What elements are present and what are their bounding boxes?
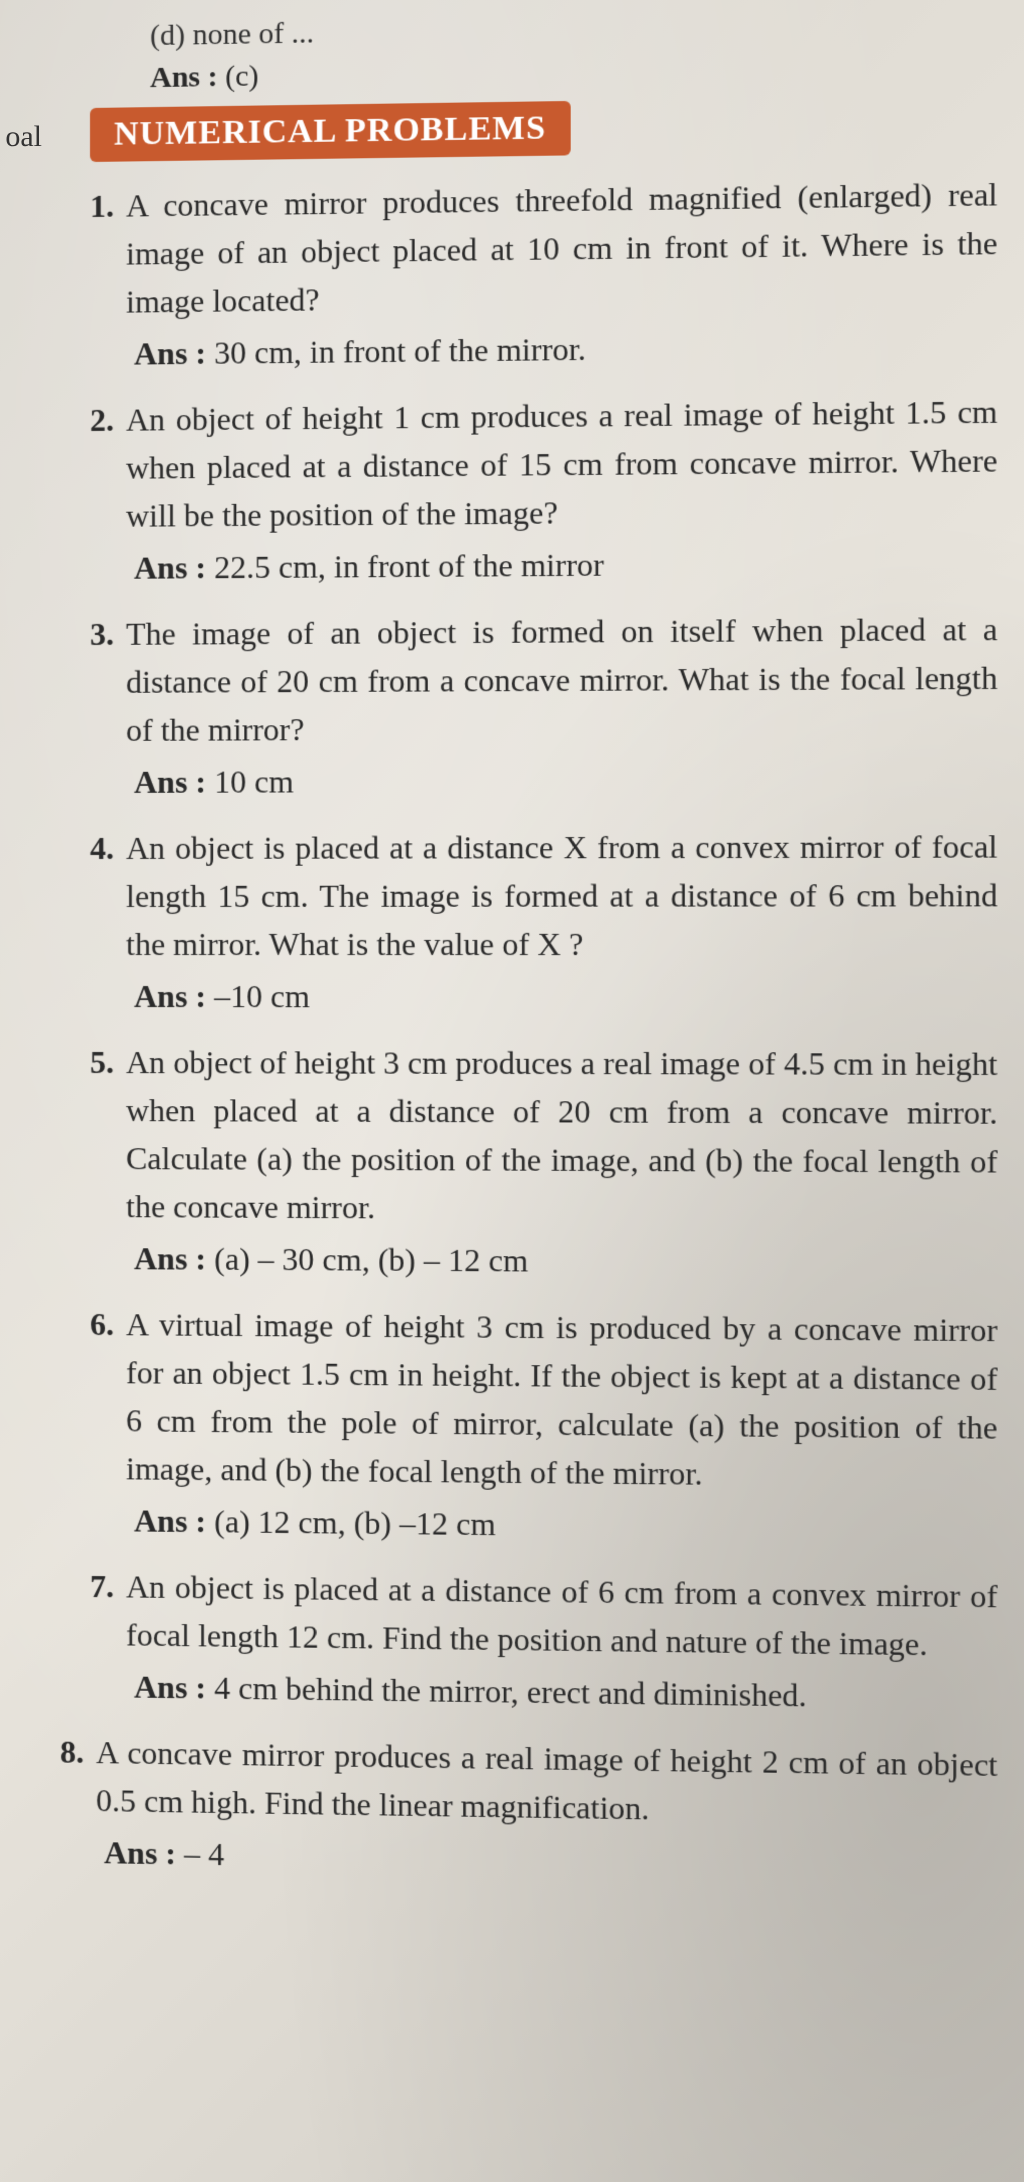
problem-2: 2. An object of height 1 cm produces a r… xyxy=(90,387,998,592)
problem-number: 3. xyxy=(90,610,126,754)
problem-answer: Ans : – 4 xyxy=(60,1828,998,1891)
ans-value: –10 cm xyxy=(214,978,310,1014)
left-margin-fragments: oal xyxy=(0,120,50,214)
ans-value: 22.5 cm, in front of the mirror xyxy=(214,546,604,585)
problem-4: 4. An object is placed at a distance X f… xyxy=(90,822,998,1021)
ans-value: (a) 12 cm, (b) –12 cm xyxy=(214,1503,495,1542)
margin-text: oal xyxy=(0,120,42,154)
problem-answer: Ans : 22.5 cm, in front of the mirror xyxy=(90,538,998,592)
problem-answer: Ans : (a) – 30 cm, (b) – 12 cm xyxy=(90,1234,998,1287)
ans-label: Ans : xyxy=(150,60,225,94)
problem-7: 7. An object is placed at a distance of … xyxy=(90,1562,998,1722)
ans-label: Ans : xyxy=(104,1834,184,1871)
problem-1: 1. A concave mirror produces threefold m… xyxy=(90,170,998,378)
problem-5: 5. An object of height 3 cm produces a r… xyxy=(90,1038,998,1287)
problem-text: A concave mirror produces a real image o… xyxy=(96,1728,998,1838)
problem-3: 3. The image of an object is formed on i… xyxy=(90,605,998,806)
problem-text: An object is placed at a distance X from… xyxy=(126,822,998,968)
ans-label: Ans : xyxy=(134,978,214,1014)
section-header: NUMERICAL PROBLEMS xyxy=(90,101,571,162)
ans-label: Ans : xyxy=(134,764,214,800)
problem-answer: Ans : (a) 12 cm, (b) –12 cm xyxy=(90,1496,998,1553)
ans-value: 30 cm, in front of the mirror. xyxy=(214,331,586,371)
problem-text: A virtual image of height 3 cm is produc… xyxy=(126,1300,998,1500)
ans-label: Ans : xyxy=(134,1669,214,1706)
problem-number: 8. xyxy=(60,1728,96,1824)
problem-answer: Ans : 30 cm, in front of the mirror. xyxy=(90,320,998,378)
problem-text: An object of height 1 cm produces a real… xyxy=(126,387,998,539)
problem-6: 6. A virtual image of height 3 cm is pro… xyxy=(90,1300,998,1553)
ans-value: 4 cm behind the mirror, erect and dimini… xyxy=(214,1670,807,1714)
problem-answer: Ans : –10 cm xyxy=(90,972,998,1021)
problem-text: The image of an object is formed on itse… xyxy=(126,605,998,754)
problem-text: An object of height 3 cm produces a real… xyxy=(126,1038,998,1234)
problem-text: An object is placed at a distance of 6 c… xyxy=(126,1562,998,1669)
problems-list: 1. A concave mirror produces threefold m… xyxy=(90,170,998,1891)
problem-number: 6. xyxy=(90,1300,126,1492)
ans-value: (a) – 30 cm, (b) – 12 cm xyxy=(214,1241,528,1279)
problem-answer: Ans : 10 cm xyxy=(90,755,998,806)
ans-label: Ans : xyxy=(134,1240,214,1276)
ans-label: Ans : xyxy=(134,549,214,586)
problem-number: 2. xyxy=(90,396,126,540)
ans-label: Ans : xyxy=(134,1502,214,1539)
ans-label: Ans : xyxy=(134,335,214,372)
ans-value: (c) xyxy=(225,59,258,93)
page-content: (d) none of ... Ans : (c) NUMERICAL PROB… xyxy=(90,5,998,1890)
prev-answer: Ans : (c) xyxy=(150,48,998,95)
problem-number: 7. xyxy=(90,1562,126,1658)
problem-text: A concave mirror produces threefold magn… xyxy=(126,170,998,326)
problem-number: 4. xyxy=(90,824,126,968)
problem-answer: Ans : 4 cm behind the mirror, erect and … xyxy=(90,1662,998,1722)
problem-number: 1. xyxy=(90,182,126,326)
ans-value: – 4 xyxy=(184,1835,224,1872)
ans-value: 10 cm xyxy=(214,763,293,799)
prev-option-fragment: (d) none of ... xyxy=(150,5,998,53)
problem-number: 5. xyxy=(90,1038,126,1230)
problem-8: 8. A concave mirror produces a real imag… xyxy=(60,1728,998,1891)
